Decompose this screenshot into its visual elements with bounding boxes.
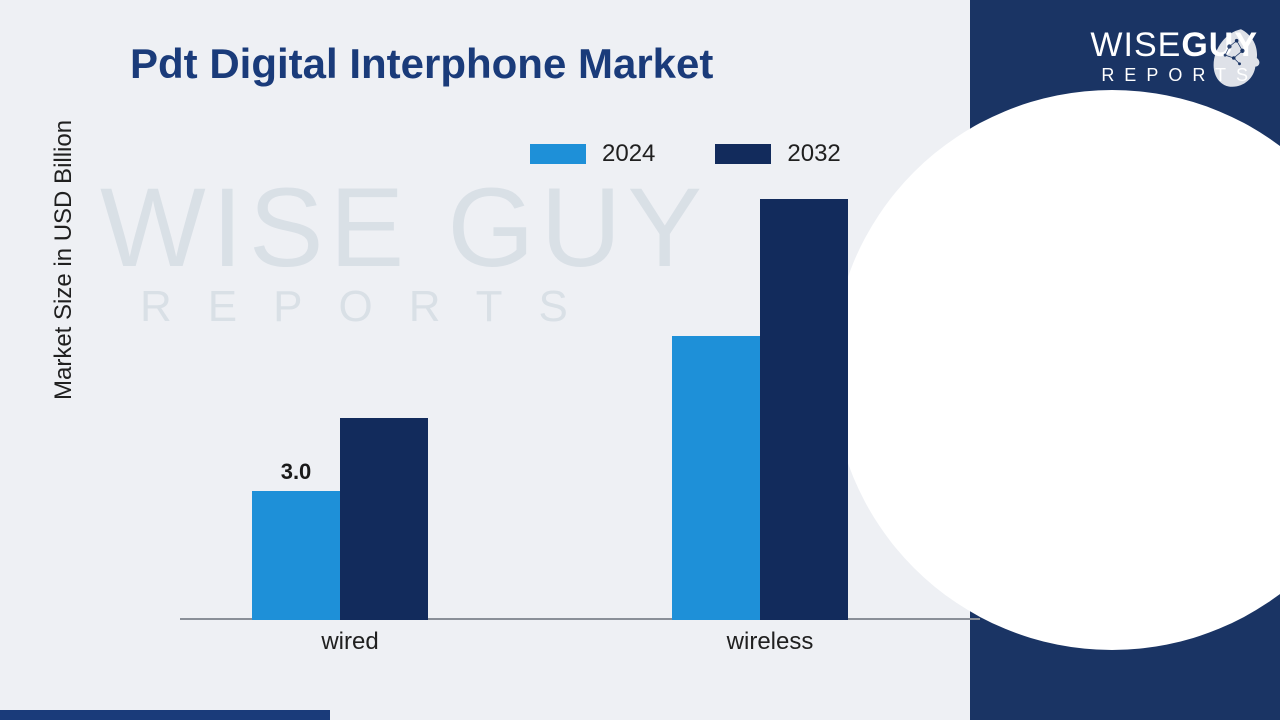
bar-wireless-2032 — [760, 199, 848, 620]
head-profile-icon — [1192, 22, 1264, 94]
y-axis-label: Market Size in USD Billion — [50, 120, 78, 400]
legend-swatch-2024 — [530, 144, 586, 164]
chart-area: Market Size in USD Billion 2024 2032 3.0… — [60, 150, 980, 670]
brand-line1-a: WISE — [1090, 26, 1181, 64]
bar-wireless-2024 — [672, 336, 760, 620]
legend-item-2024: 2024 — [530, 140, 655, 168]
category-label-wired: wired — [240, 628, 460, 656]
chart-title: Pdt Digital Interphone Market — [130, 40, 713, 88]
legend-swatch-2032 — [715, 144, 771, 164]
bar-wired-2032 — [340, 418, 428, 620]
legend-item-2032: 2032 — [715, 140, 840, 168]
footer-accent-bar — [0, 710, 330, 720]
plot-region: 3.0wiredwireless — [180, 190, 980, 620]
brand-logo: WISEGUY REPORTS — [1090, 28, 1258, 85]
bar-value-label: 3.0 — [252, 459, 340, 485]
legend-label-2024: 2024 — [602, 140, 655, 168]
legend: 2024 2032 — [530, 140, 841, 168]
legend-label-2032: 2032 — [787, 140, 840, 168]
bar-wired-2024 — [252, 491, 340, 620]
page-root: WISEGUY REPORTS Pdt Digital Interphone M… — [0, 0, 1280, 720]
category-label-wireless: wireless — [660, 628, 880, 656]
